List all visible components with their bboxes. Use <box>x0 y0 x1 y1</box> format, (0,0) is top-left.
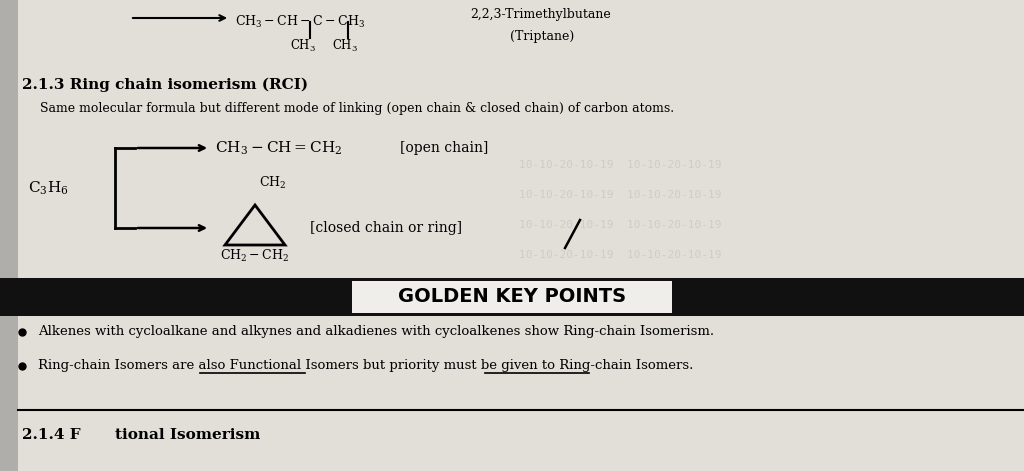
Text: 10-10-20-10-19  10-10-20-10-19: 10-10-20-10-19 10-10-20-10-19 <box>519 250 721 260</box>
FancyBboxPatch shape <box>18 0 1024 471</box>
Text: $\mathregular{CH_3}$: $\mathregular{CH_3}$ <box>332 38 358 54</box>
Text: Same molecular formula but different mode of linking (open chain & closed chain): Same molecular formula but different mod… <box>40 102 674 115</box>
Text: $\mathregular{CH_2-CH_2}$: $\mathregular{CH_2-CH_2}$ <box>220 248 289 264</box>
Text: 10-10-20-10-19  10-10-20-10-19: 10-10-20-10-19 10-10-20-10-19 <box>519 160 721 170</box>
Text: $\mathregular{CH_2}$: $\mathregular{CH_2}$ <box>259 175 287 191</box>
Text: $\mathregular{CH_3-CH=CH_2}$: $\mathregular{CH_3-CH=CH_2}$ <box>215 139 343 157</box>
Text: 2.1.3 Ring chain isomerism (RCI): 2.1.3 Ring chain isomerism (RCI) <box>22 78 308 92</box>
Text: [open chain]: [open chain] <box>400 141 488 155</box>
Text: [closed chain or ring]: [closed chain or ring] <box>310 221 462 235</box>
Text: $\mathregular{C_3H_6}$: $\mathregular{C_3H_6}$ <box>28 179 69 197</box>
FancyBboxPatch shape <box>0 278 1024 316</box>
Text: 10-10-20-10-19  10-10-20-10-19: 10-10-20-10-19 10-10-20-10-19 <box>519 190 721 200</box>
Text: 2,2,3-Trimethylbutane: 2,2,3-Trimethylbutane <box>470 8 610 21</box>
Text: GOLDEN KEY POINTS: GOLDEN KEY POINTS <box>398 287 626 307</box>
Text: tional Isomerism: tional Isomerism <box>115 428 260 442</box>
Text: 10-10-20-10-19  10-10-20-10-19: 10-10-20-10-19 10-10-20-10-19 <box>519 220 721 230</box>
Text: Ring-chain Isomers are also Functional Isomers but priority must be given to Rin: Ring-chain Isomers are also Functional I… <box>38 359 693 373</box>
FancyBboxPatch shape <box>352 281 672 313</box>
Text: 2.1.4 F: 2.1.4 F <box>22 428 81 442</box>
Text: (Triptane): (Triptane) <box>510 30 574 43</box>
Text: $\mathregular{CH_3-CH-C-CH_3}$: $\mathregular{CH_3-CH-C-CH_3}$ <box>234 14 365 30</box>
Text: $\mathregular{CH_3}$: $\mathregular{CH_3}$ <box>290 38 316 54</box>
Text: Alkenes with cycloalkane and alkynes and alkadienes with cycloalkenes show Ring-: Alkenes with cycloalkane and alkynes and… <box>38 325 714 339</box>
